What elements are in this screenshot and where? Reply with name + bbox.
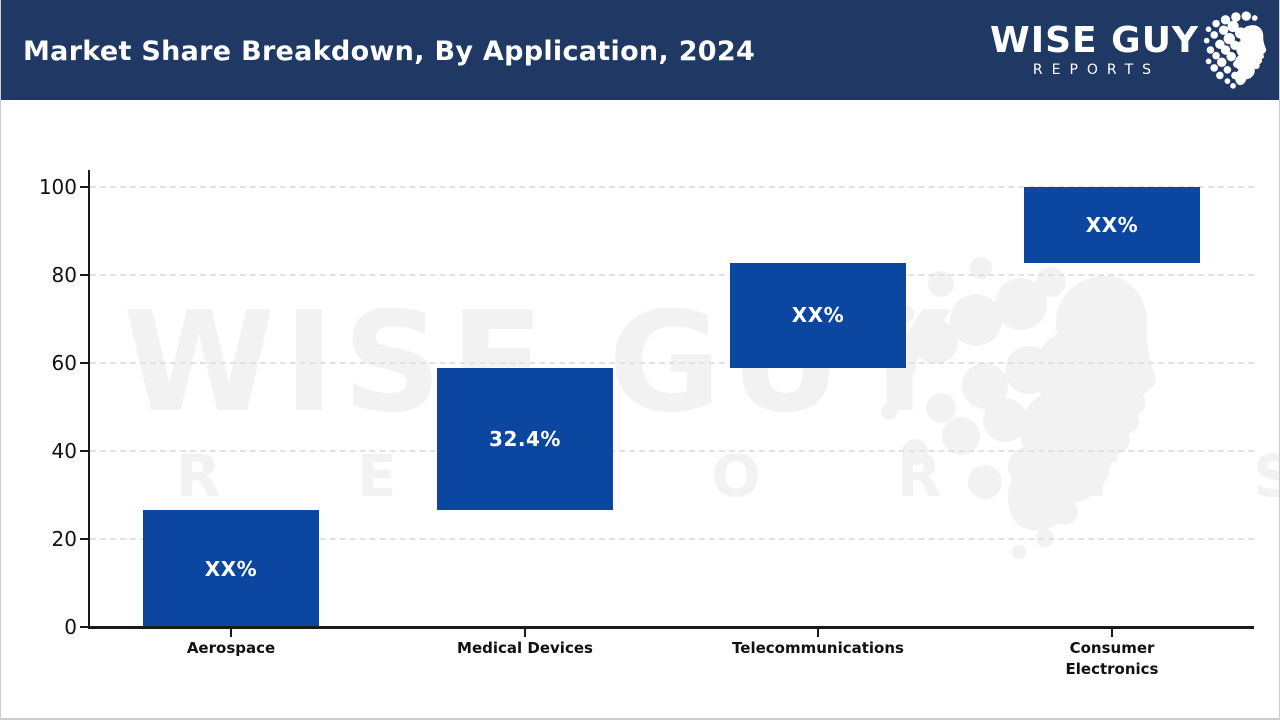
y-tick-label-20: 20 bbox=[51, 527, 77, 551]
y-tick-mark-40 bbox=[80, 450, 89, 452]
x-tick-mark-telecommunications bbox=[817, 629, 819, 637]
y-tick-label-100: 100 bbox=[38, 175, 77, 199]
logo-face-icon bbox=[1203, 11, 1267, 89]
bar-medical-devices: 32.4% bbox=[437, 367, 613, 511]
x-category-label-medical-devices: Medical Devices bbox=[457, 639, 593, 657]
logo-wordmark: WISE GUY bbox=[989, 19, 1199, 61]
x-tick-mark-aerospace bbox=[230, 629, 232, 637]
watermark-face-dots bbox=[881, 257, 1156, 559]
y-tick-label-40: 40 bbox=[51, 439, 77, 463]
gridline-20 bbox=[90, 538, 1254, 540]
bar-value-label-aerospace: XX% bbox=[204, 556, 258, 581]
wiseguy-logo: WISE GUY REPORTS bbox=[990, 8, 1267, 92]
y-tick-mark-60 bbox=[80, 362, 89, 364]
x-category-label-aerospace: Aerospace bbox=[186, 639, 276, 657]
bar-aerospace: XX% bbox=[143, 510, 319, 627]
y-axis-line bbox=[88, 170, 90, 628]
gridline-80 bbox=[90, 274, 1254, 276]
bar-value-label-telecommunications: XX% bbox=[791, 303, 845, 328]
gridline-100 bbox=[90, 186, 1254, 188]
gridline-60 bbox=[90, 362, 1254, 364]
bar-consumer-electronics: XX% bbox=[1024, 187, 1200, 264]
y-tick-label-60: 60 bbox=[51, 351, 77, 375]
gridline-40 bbox=[90, 450, 1254, 452]
y-tick-mark-0 bbox=[80, 626, 89, 628]
y-tick-label-0: 0 bbox=[64, 615, 77, 639]
header: Market Share Breakdown, By Application, … bbox=[1, 0, 1279, 100]
logo-text: WISE GUY REPORTS bbox=[989, 19, 1199, 78]
x-category-label-telecommunications: Telecommunications bbox=[732, 639, 904, 657]
bar-telecommunications: XX% bbox=[730, 263, 906, 368]
y-tick-label-80: 80 bbox=[51, 263, 77, 287]
x-axis-line bbox=[88, 626, 1254, 629]
bar-value-label-medical-devices: 32.4% bbox=[489, 427, 561, 452]
y-tick-mark-80 bbox=[80, 274, 89, 276]
y-tick-mark-20 bbox=[80, 538, 89, 540]
x-tick-mark-medical-devices bbox=[524, 629, 526, 637]
x-category-label-consumer-electronics: Consumer Electronics bbox=[1065, 639, 1159, 678]
page-title: Market Share Breakdown, By Application, … bbox=[23, 36, 756, 67]
y-tick-mark-100 bbox=[80, 186, 89, 188]
x-tick-mark-consumer-electronics bbox=[1111, 629, 1113, 637]
bar-value-label-consumer-electronics: XX% bbox=[1085, 213, 1139, 238]
logo-subtitle: REPORTS bbox=[1032, 61, 1161, 78]
